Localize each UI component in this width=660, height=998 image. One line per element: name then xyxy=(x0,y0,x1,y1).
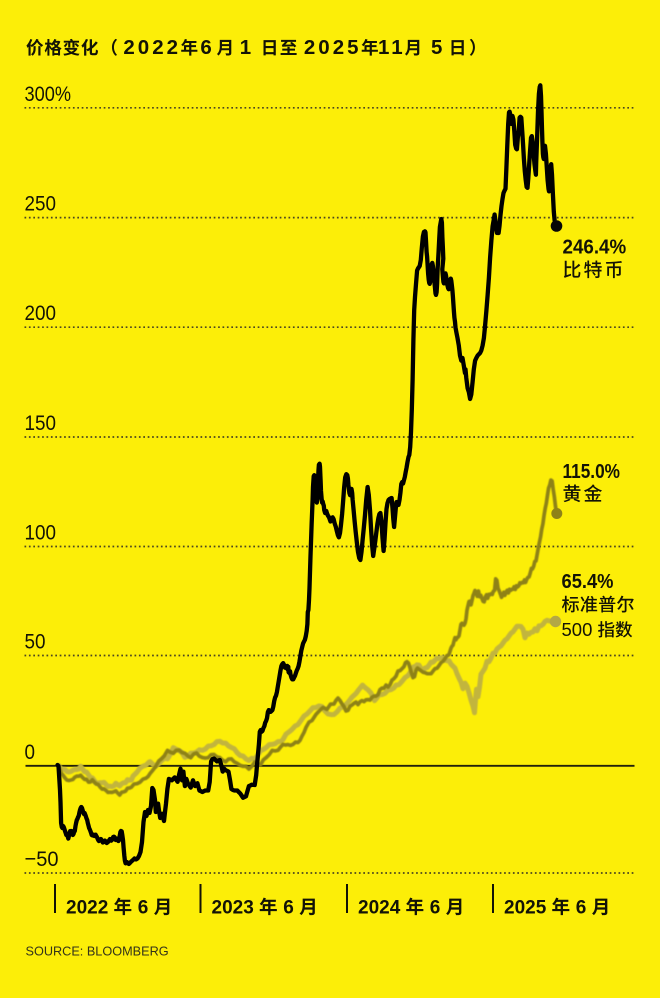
svg-text:5: 5 xyxy=(431,36,445,59)
svg-text:6: 6 xyxy=(200,36,214,59)
svg-text:300%: 300% xyxy=(25,82,72,106)
svg-text:65.4%: 65.4% xyxy=(562,570,614,593)
svg-text:2025: 2025 xyxy=(504,898,547,919)
svg-text:6: 6 xyxy=(138,898,149,919)
svg-text:246.4%: 246.4% xyxy=(563,236,627,259)
svg-text:500: 500 xyxy=(562,619,593,640)
svg-text:115.0%: 115.0% xyxy=(563,460,621,483)
svg-text:11: 11 xyxy=(378,36,406,59)
svg-text:150: 150 xyxy=(25,411,57,435)
svg-text:50: 50 xyxy=(25,630,46,654)
svg-text:1: 1 xyxy=(240,36,254,59)
svg-text:250: 250 xyxy=(25,192,57,216)
svg-text:−50: −50 xyxy=(25,847,59,871)
svg-text:2024: 2024 xyxy=(358,898,401,919)
svg-text:2022: 2022 xyxy=(123,36,181,59)
svg-text:2025: 2025 xyxy=(304,36,362,59)
svg-text:0: 0 xyxy=(25,740,36,764)
svg-text:SOURCE: BLOOMBERG: SOURCE: BLOOMBERG xyxy=(26,945,169,959)
svg-text:6: 6 xyxy=(576,898,587,919)
svg-text:2023: 2023 xyxy=(212,898,254,919)
svg-text:2022: 2022 xyxy=(66,898,108,919)
svg-text:100: 100 xyxy=(25,521,57,545)
svg-text:200: 200 xyxy=(25,301,57,325)
svg-text:6: 6 xyxy=(283,898,294,919)
svg-text:6: 6 xyxy=(430,898,441,919)
